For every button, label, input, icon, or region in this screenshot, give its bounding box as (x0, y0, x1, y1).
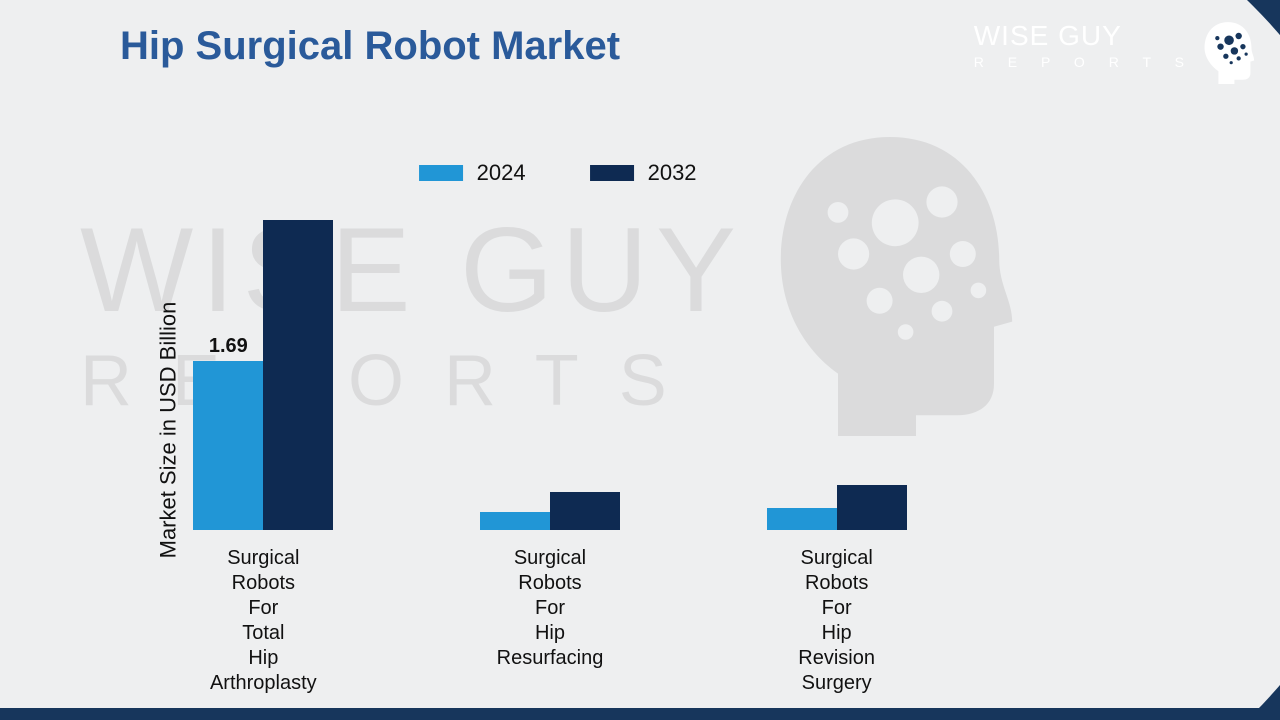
bar-g0-s0: 1.69 (193, 361, 263, 530)
legend-item-2032: 2032 (590, 160, 697, 186)
legend-swatch-2024 (419, 165, 463, 181)
bar-group-0: 1.69 (193, 220, 333, 530)
chart: Market Size in USD Billion 2024 2032 1.6… (100, 160, 980, 700)
brand-logo: WISE GUY R E P O R T S (974, 20, 1256, 84)
content-layer: WISE GUY REPORTS Hip Surgical Robot Mark… (0, 0, 1280, 720)
brand-line1: WISE GUY (974, 20, 1194, 52)
bar-group-1 (480, 492, 620, 530)
bar-g2-s1 (837, 485, 907, 530)
legend-label-2024: 2024 (477, 160, 526, 186)
bar-g2-s0 (767, 508, 837, 530)
plot-area: 1.69 (120, 210, 980, 530)
bar-groups: 1.69 (120, 210, 980, 530)
bar-g1-s1 (550, 492, 620, 530)
legend-swatch-2032 (590, 165, 634, 181)
page-title: Hip Surgical Robot Market (120, 24, 620, 69)
x-label-2: SurgicalRobotsForHipRevisionSurgery (737, 540, 937, 700)
bar-value-label: 1.69 (209, 335, 248, 358)
x-label-1: SurgicalRobotsForHipResurfacing (450, 540, 650, 700)
bar-group-2 (767, 485, 907, 530)
bar-g1-s0 (480, 512, 550, 530)
brand-head-icon (1200, 20, 1256, 84)
brand-line2: R E P O R T S (974, 54, 1194, 70)
legend-label-2032: 2032 (648, 160, 697, 186)
brand-text: WISE GUY R E P O R T S (974, 20, 1194, 70)
legend: 2024 2032 (419, 160, 697, 186)
bottom-bar (0, 708, 1280, 720)
x-axis-labels: SurgicalRobotsForTotalHipArthroplasty Su… (120, 540, 980, 700)
x-label-0: SurgicalRobotsForTotalHipArthroplasty (163, 540, 363, 700)
legend-item-2024: 2024 (419, 160, 526, 186)
infographic-canvas: WISE GUY REPORTS Hip Surgical Robot Mark… (0, 0, 1280, 720)
bar-g0-s1 (263, 220, 333, 530)
